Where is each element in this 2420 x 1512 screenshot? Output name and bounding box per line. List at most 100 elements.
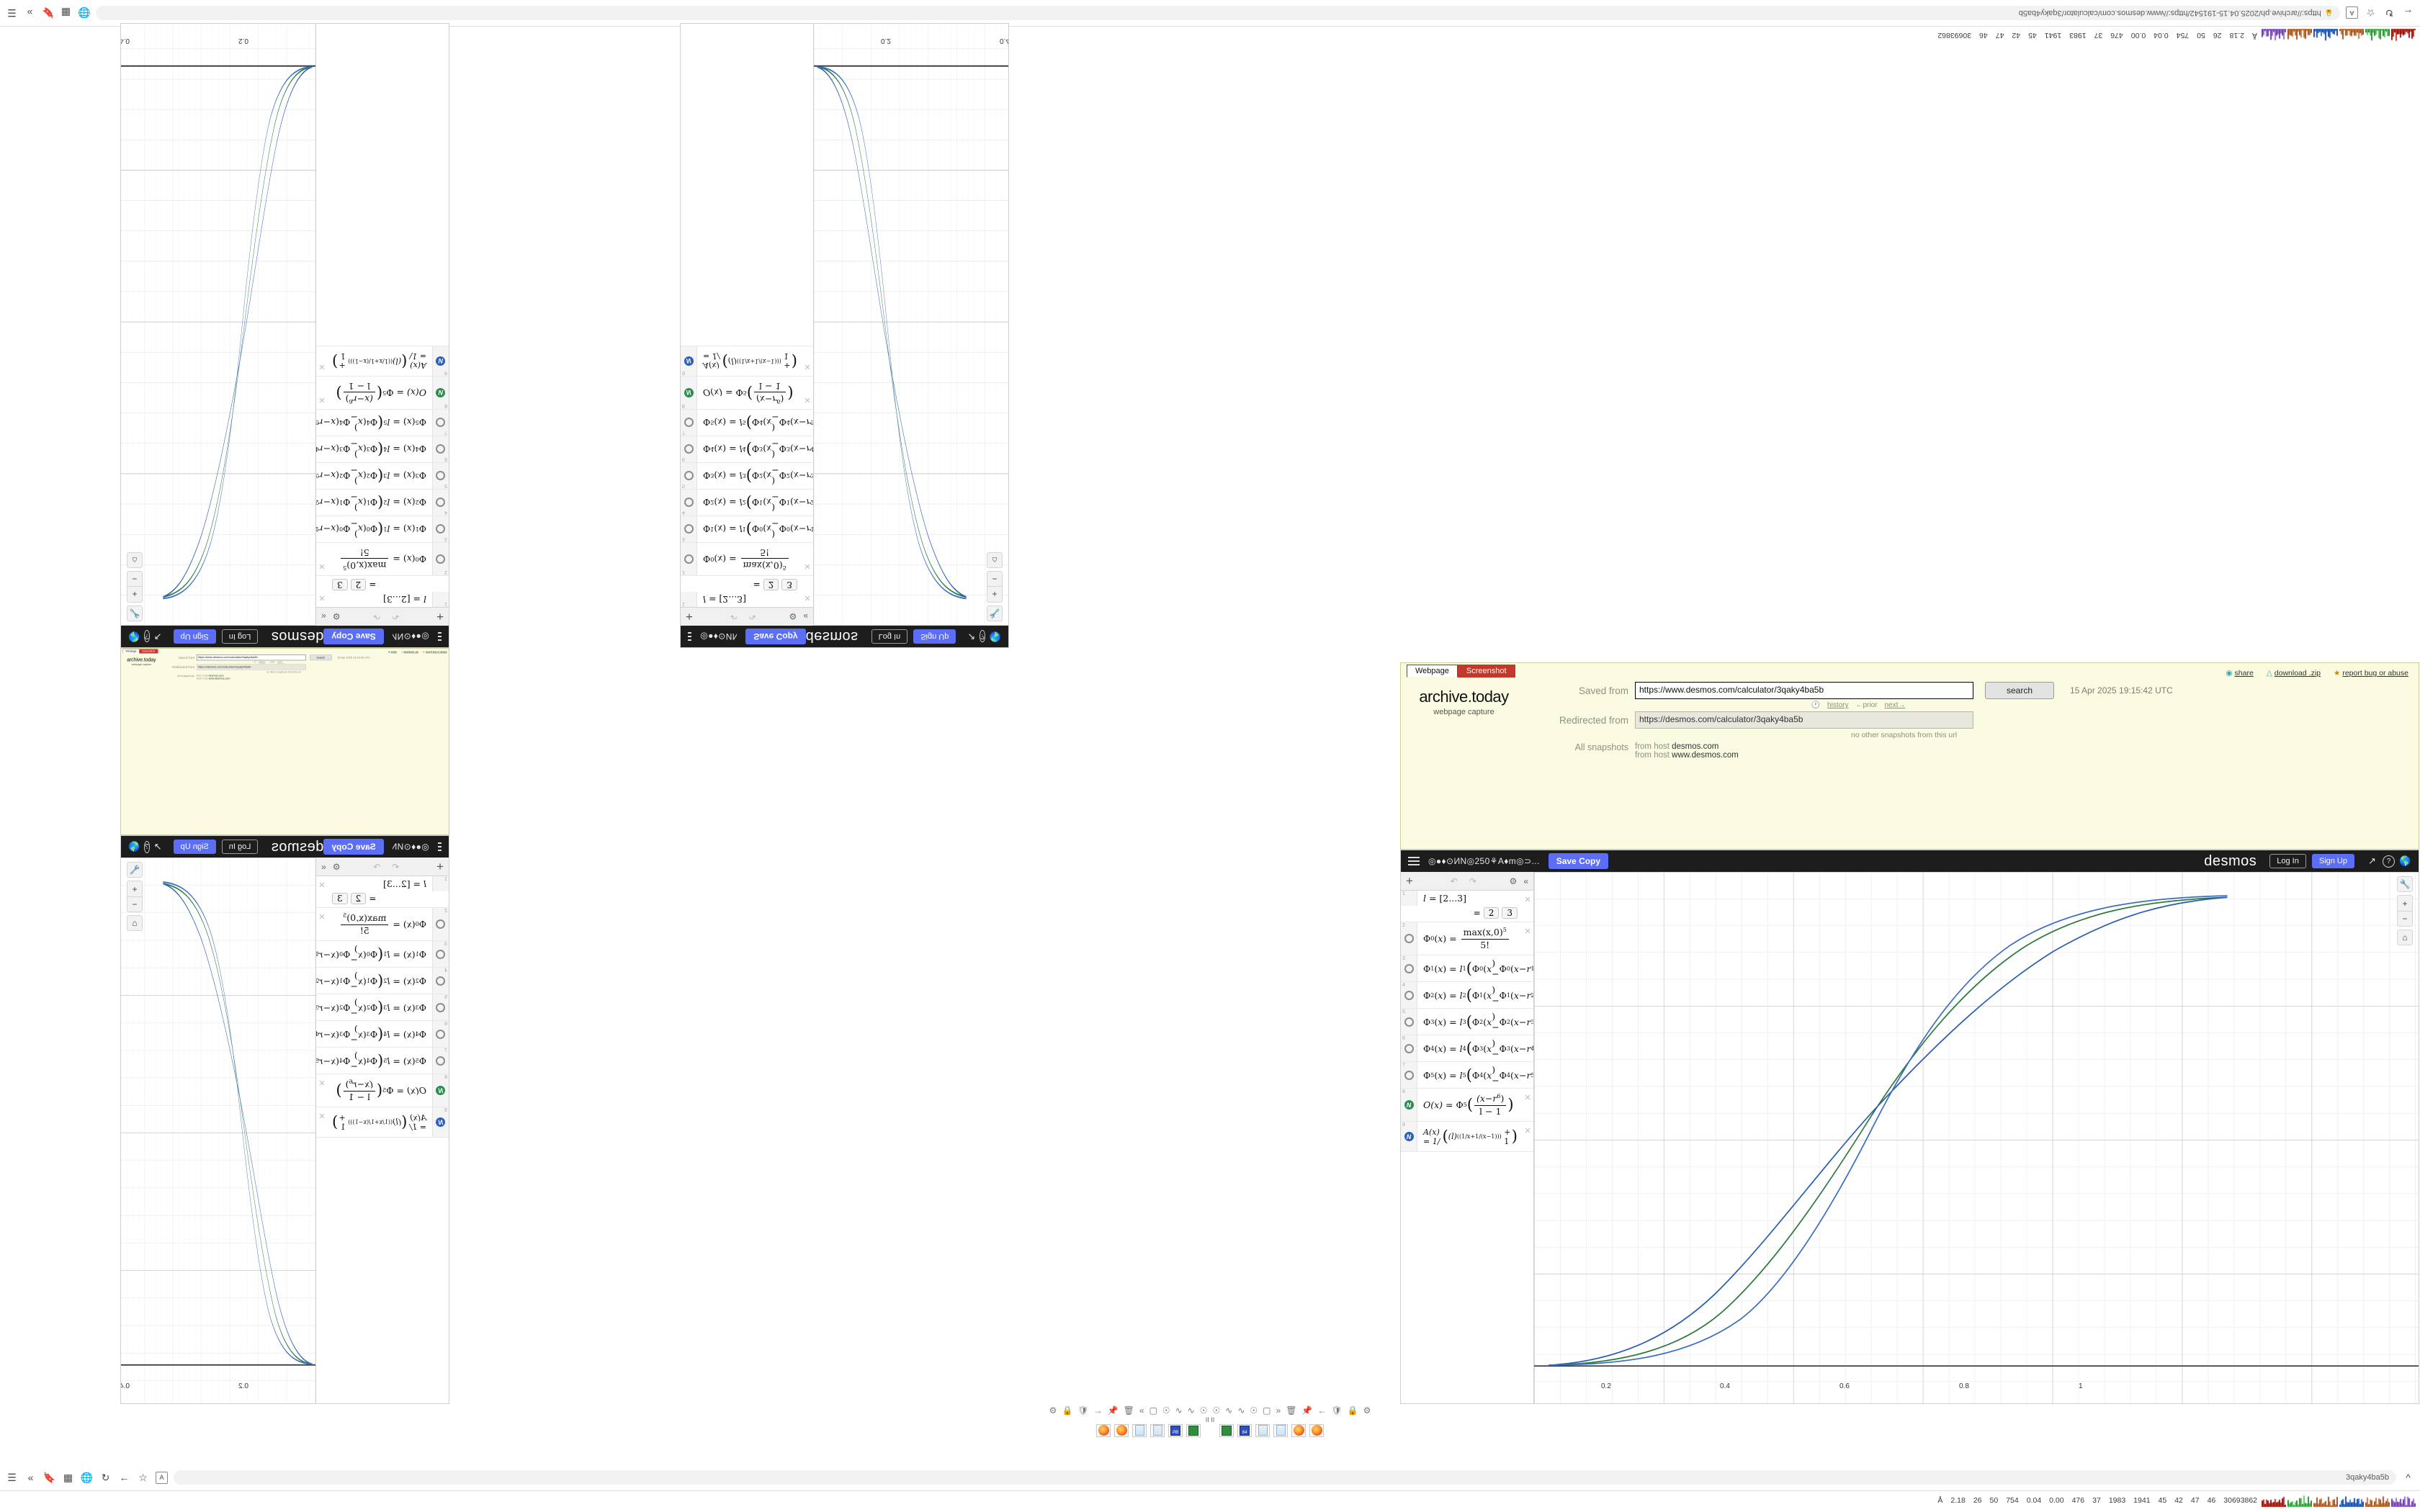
- expression-text[interactable]: O(x) = Φ 5( (x−r6) l − 1 ): [328, 1074, 432, 1107]
- plot-toggle-bubble[interactable]: [1404, 1044, 1414, 1053]
- next-link[interactable]: next→: [1885, 701, 1906, 709]
- graph-panel[interactable]: 0.2 0.4 0.6 0.8 1 🔧 + − ⌂: [1534, 872, 2419, 1403]
- expression-text[interactable]: Φ 0(x) = max(x,0)5 5!: [697, 543, 802, 575]
- table-row[interactable]: 8 O(x) = Φ5( (x−r6) l − 1 ) ×: [316, 376, 449, 409]
- download-link[interactable]: △ download .zip: [401, 651, 418, 654]
- zoom-out-button[interactable]: −: [127, 571, 143, 587]
- address-bar[interactable]: 3qaky4ba5b: [174, 1470, 2396, 1485]
- host-value-1[interactable]: www.desmos.com: [208, 677, 230, 680]
- arc-icon[interactable]: ∿: [1225, 1405, 1232, 1416]
- add-expression-button[interactable]: +: [432, 860, 444, 874]
- expression-text[interactable]: l = [2...3]: [697, 592, 802, 607]
- delete-icon[interactable]: ×: [802, 377, 813, 409]
- menu-icon[interactable]: [1408, 857, 1420, 865]
- plot-toggle-bubble[interactable]: [684, 498, 694, 508]
- signup-button[interactable]: Sign Up: [913, 629, 956, 644]
- gear-icon[interactable]: ⚙: [1510, 876, 1518, 886]
- plot-toggle-bubble[interactable]: [684, 418, 694, 428]
- settings-icon[interactable]: ⚙: [1049, 1405, 1057, 1416]
- report-link[interactable]: ★ report bug or abuse: [423, 651, 447, 654]
- redo-icon[interactable]: ↷: [373, 862, 380, 872]
- expression-text[interactable]: O(x) = Φ 5( (x−r6) l − 1 ): [697, 377, 802, 409]
- expression-text[interactable]: Φ2(x) = l2(Φ1(x) − Φ1(x−r2)): [697, 490, 813, 516]
- taskbar-app-notepad-2[interactable]: [1150, 1424, 1165, 1437]
- plot-toggle-bubble-blue[interactable]: [436, 1117, 446, 1127]
- table-row[interactable]: 1 l = [2...3] × =: [1401, 891, 1533, 922]
- lock-icon[interactable]: 🔒: [1062, 1405, 1072, 1416]
- delete-icon[interactable]: ×: [802, 543, 813, 575]
- help-icon[interactable]: ?: [144, 631, 150, 643]
- download-link[interactable]: △ download .zip: [2267, 669, 2321, 678]
- taskbar-app-notepad-1[interactable]: [1132, 1424, 1147, 1437]
- undo-icon[interactable]: ↶: [1451, 876, 1458, 886]
- language-icon[interactable]: 🌎: [990, 631, 1001, 643]
- redo-icon[interactable]: ↷: [749, 612, 756, 622]
- plot-toggle-bubble[interactable]: [684, 554, 694, 564]
- expression-list[interactable]: 1 l = [2...3] × =: [681, 24, 813, 607]
- home-icon[interactable]: ⌂: [127, 915, 143, 931]
- back-arrow-icon[interactable]: ←: [2402, 7, 2414, 19]
- globe-icon[interactable]: 🌐: [81, 1472, 93, 1484]
- gear-icon[interactable]: ⚙: [333, 862, 341, 872]
- save-copy-button[interactable]: Save Copy: [323, 629, 383, 644]
- arc-icon[interactable]: ∿: [1237, 1405, 1245, 1416]
- menu-icon[interactable]: [688, 632, 691, 641]
- chevron-double-left-icon[interactable]: «: [321, 612, 326, 622]
- table-row[interactable]: 2 Φ 0(x) = max(x,0)5 5! ×: [316, 908, 449, 941]
- delete-icon[interactable]: ×: [316, 377, 328, 409]
- table-row[interactable]: 9 A(x) = 1/((l)((1/x+1/(x−1))) + 1) ×: [1401, 1122, 1533, 1152]
- table-row[interactable]: 9 A(x) = 1/((l)((1/x+1/(x−1))) + 1) ×: [316, 1107, 449, 1138]
- table-row[interactable]: 3 Φ1(x) = l1(Φ0(x) − Φ0(x−r1)) ×: [681, 516, 813, 542]
- table-row[interactable]: 7 Φ5(x) = l5(Φ4(x) − Φ4(x−r5)) ×: [316, 1048, 449, 1074]
- login-button[interactable]: Log In: [222, 629, 259, 644]
- plot-toggle-bubble[interactable]: [436, 445, 446, 454]
- zoom-in-button[interactable]: +: [127, 587, 143, 603]
- home-icon[interactable]: ⌂: [987, 552, 1003, 568]
- home-icon[interactable]: ⌂: [2397, 930, 2413, 945]
- arc-icon[interactable]: ∿: [1175, 1405, 1183, 1416]
- expression-list[interactable]: 1 l = [2...3] × =: [316, 24, 449, 607]
- tab-screenshot[interactable]: Screenshot: [139, 649, 158, 654]
- plot-toggle-bubble[interactable]: [436, 472, 446, 481]
- redo-icon[interactable]: ↷: [1469, 876, 1476, 886]
- language-icon[interactable]: 🌎: [2399, 855, 2411, 868]
- expression-text[interactable]: O(x) = Φ 5( (x−r6) l − 1 ): [1417, 1089, 1522, 1121]
- wrench-icon[interactable]: 🔧: [127, 862, 143, 878]
- taskbar-app-floppy-3[interactable]: [1219, 1424, 1234, 1437]
- table-row[interactable]: 4 Φ2(x) = l2(Φ1(x) − Φ1(x−r2)) ×: [681, 489, 813, 516]
- expression-text[interactable]: Φ3(x) = l3(Φ2(x) − Φ2(x−r3)): [1417, 1009, 1533, 1035]
- undo-icon[interactable]: ↶: [392, 862, 399, 872]
- taskbar-app-floppy-4[interactable]: 64: [1237, 1424, 1252, 1437]
- star-icon[interactable]: ☆: [2365, 7, 2377, 19]
- table-row[interactable]: 9 A(x) = 1/((l)((1/x+1/(x−1))) + 1) ×: [316, 346, 449, 376]
- table-row[interactable]: 4 Φ2(x) = l2(Φ1(x) − Φ1(x−r2)) ×: [316, 968, 449, 994]
- save-copy-button[interactable]: Save Copy: [745, 629, 805, 644]
- plot-toggle-bubble[interactable]: [436, 498, 446, 508]
- help-icon[interactable]: ?: [144, 841, 150, 853]
- table-row[interactable]: 5 Φ3(x) = l3(Φ2(x) − Φ2(x−r3)) ×: [1401, 1009, 1533, 1035]
- plot-toggle-bubble-green[interactable]: [684, 388, 694, 397]
- arrow-left-icon[interactable]: ←: [1317, 1405, 1326, 1416]
- tab-screenshot[interactable]: Screenshot: [1458, 665, 1515, 678]
- search-button[interactable]: search: [310, 654, 332, 660]
- delete-icon[interactable]: ×: [802, 346, 813, 376]
- help-icon[interactable]: ?: [980, 631, 985, 643]
- expression-text[interactable]: Φ1(x) = l1(Φ0(x) − Φ0(x−r1)): [316, 516, 432, 542]
- shield-icon[interactable]: 🛡: [1331, 1405, 1342, 1416]
- expression-text[interactable]: A(x) = 1/((l) ((1/x+1/(x−1))) + 1): [328, 346, 432, 376]
- zoom-out-button[interactable]: −: [987, 571, 1003, 587]
- expression-text[interactable]: Φ 0(x) = max(x,0)5 5!: [1417, 922, 1522, 955]
- expression-text[interactable]: Φ5(x) = l5(Φ4(x) − Φ4(x−r5)): [1417, 1062, 1533, 1088]
- taskbar-app-notepad-3[interactable]: [1255, 1424, 1270, 1437]
- history-link[interactable]: history: [259, 661, 266, 664]
- search-button[interactable]: search: [1985, 682, 2054, 699]
- expression-text[interactable]: Φ 0(x) = max(x,0)5 5!: [328, 908, 432, 940]
- prior-link[interactable]: ←prior: [268, 661, 275, 664]
- shield-icon[interactable]: 🛡: [1077, 1405, 1088, 1416]
- expression-text[interactable]: Φ5(x) = l5(Φ4(x) − Φ4(x−r5)): [316, 410, 432, 436]
- signup-button[interactable]: Sign Up: [174, 840, 216, 854]
- delete-icon[interactable]: ×: [316, 1074, 328, 1107]
- globe-icon[interactable]: 🌐: [78, 7, 90, 19]
- table-row[interactable]: 1 l = [2...3] × =: [316, 575, 449, 607]
- star-icon[interactable]: ☆: [137, 1472, 149, 1484]
